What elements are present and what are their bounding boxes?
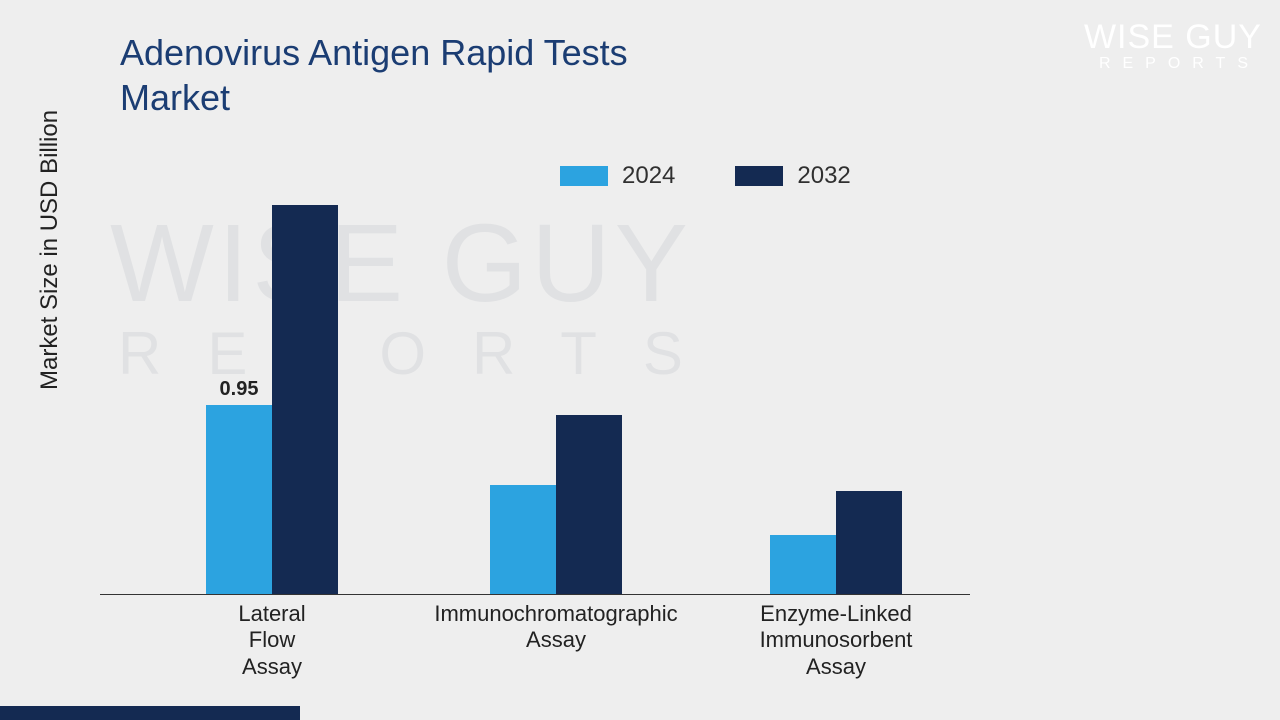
chart-canvas: WISE GUY REPORTS Adenovirus Antigen Rapi… bbox=[0, 0, 1280, 720]
bar-series2 bbox=[556, 415, 622, 595]
chart-title: Adenovirus Antigen Rapid Tests Market bbox=[120, 30, 740, 120]
category-label: LateralFlowAssay bbox=[142, 601, 402, 680]
bar-chart: 0.95LateralFlowAssayImmunochromatographi… bbox=[100, 195, 970, 595]
bottom-accent-strip bbox=[0, 706, 300, 720]
bar-value-label: 0.95 bbox=[220, 378, 259, 401]
brand-logo: WISE GUY REPORTS bbox=[1084, 18, 1262, 73]
x-axis-line bbox=[100, 594, 970, 595]
legend-swatch-series1 bbox=[560, 166, 608, 186]
legend-label-series2: 2032 bbox=[797, 162, 850, 190]
bar-series1 bbox=[490, 485, 556, 595]
bar-series1 bbox=[770, 535, 836, 595]
legend-item-series1: 2024 bbox=[560, 162, 675, 190]
brand-logo-main: WISE GUY bbox=[1084, 18, 1262, 57]
legend-label-series1: 2024 bbox=[622, 162, 675, 190]
y-axis-label: Market Size in USD Billion bbox=[36, 110, 64, 390]
category-label: Enzyme-LinkedImmunosorbentAssay bbox=[706, 601, 966, 680]
brand-logo-sub: REPORTS bbox=[1084, 55, 1262, 73]
legend-item-series2: 2032 bbox=[735, 162, 850, 190]
category-label: ImmunochromatographicAssay bbox=[426, 601, 686, 654]
bar-series2 bbox=[836, 491, 902, 595]
plot-area: 0.95LateralFlowAssayImmunochromatographi… bbox=[100, 195, 970, 595]
bar-series2 bbox=[272, 205, 338, 595]
legend-swatch-series2 bbox=[735, 166, 783, 186]
bar-series1: 0.95 bbox=[206, 405, 272, 595]
legend: 2024 2032 bbox=[560, 162, 851, 190]
